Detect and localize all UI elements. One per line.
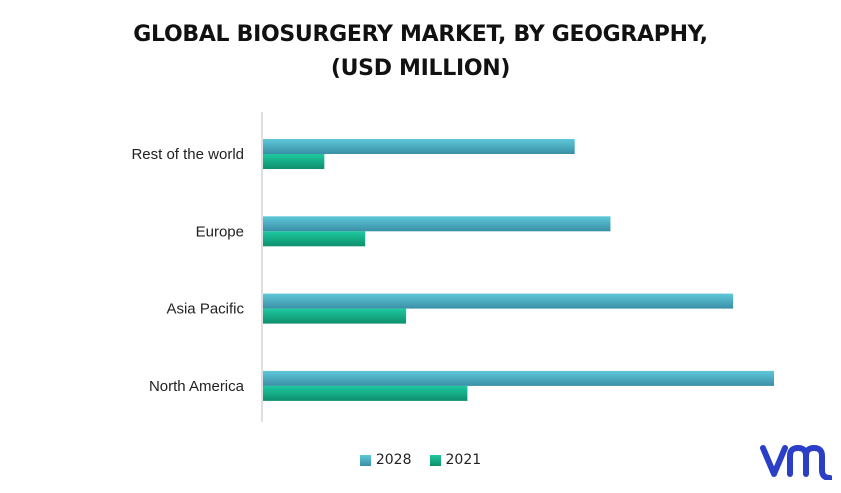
category-label: North America bbox=[149, 378, 245, 395]
category-label: Rest of the world bbox=[131, 146, 244, 163]
category-label: Asia Pacific bbox=[166, 301, 244, 318]
legend-swatch-2021 bbox=[429, 454, 441, 466]
bar-2028-rest-of-the-world bbox=[263, 139, 575, 154]
category-label: Europe bbox=[196, 223, 244, 240]
legend-label-2021: 2021 bbox=[445, 452, 482, 468]
bars-group: Rest of the world Europe Asia Pacific North… bbox=[131, 139, 774, 401]
chart-title: GLOBAL BIOSURGERY MARKET, BY GEOGRAPHY, … bbox=[0, 18, 841, 86]
bar-2021-europe bbox=[263, 231, 366, 247]
legend-item-2028: 2028 bbox=[359, 452, 412, 468]
bar-2028-asia-pacific bbox=[263, 293, 734, 309]
vmr-logo-icon bbox=[760, 445, 832, 480]
bar-2028-north-america bbox=[263, 370, 774, 386]
legend-item-2021: 2021 bbox=[429, 452, 482, 468]
legend-label-2028: 2028 bbox=[375, 452, 412, 468]
bar-2021-north-america bbox=[263, 385, 468, 401]
bar-2028-europe bbox=[263, 216, 611, 232]
bar-2021-asia-pacific bbox=[263, 308, 407, 324]
chart-title-line2: (USD MILLION) bbox=[330, 56, 511, 81]
bar-2021-rest-of-the-world bbox=[263, 154, 325, 169]
legend: 2028 2021 bbox=[0, 452, 841, 468]
legend-swatch-2028 bbox=[359, 454, 371, 466]
chart-title-line1: GLOBAL BIOSURGERY MARKET, BY GEOGRAPHY, bbox=[133, 22, 708, 47]
